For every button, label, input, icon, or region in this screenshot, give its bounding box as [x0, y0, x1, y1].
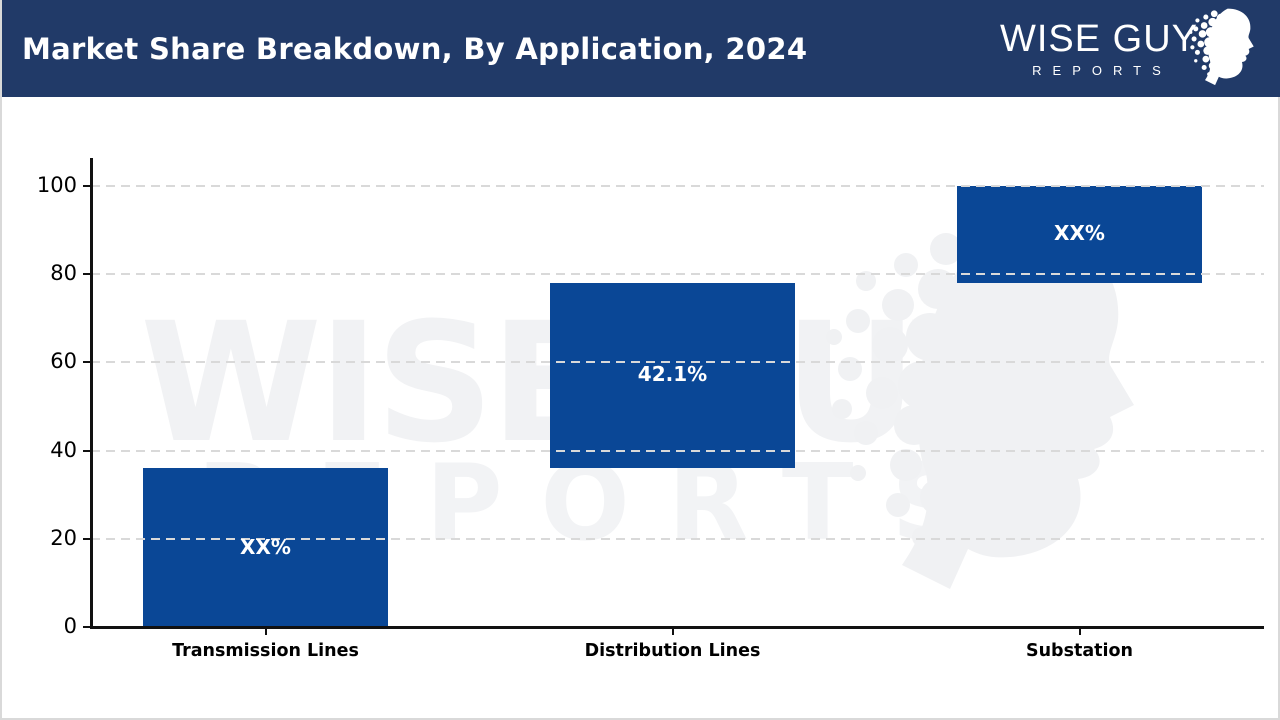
- y-tick-20: [83, 537, 92, 540]
- bar-value-label: XX%: [240, 534, 291, 559]
- x-axis: [90, 626, 1264, 629]
- y-gridline-80: [91, 273, 1264, 276]
- y-tick-label: 0: [63, 614, 77, 638]
- page-title: Market Share Breakdown, By Application, …: [22, 31, 808, 66]
- x-tick-3: [1078, 628, 1081, 635]
- y-tick-label: 60: [50, 349, 77, 374]
- x-category-label: Substation: [1025, 641, 1134, 661]
- logo-text: WISE GUY REPORTS: [1000, 20, 1198, 78]
- bar-value-label: XX%: [1054, 221, 1105, 246]
- bar-3: [957, 186, 1202, 283]
- logo-subtext: REPORTS: [1032, 62, 1172, 78]
- logo-wordmark: WISE GUY: [999, 17, 1198, 60]
- wiseguy-logo: WISE GUY REPORTS: [1000, 7, 1268, 91]
- bar-1: [143, 468, 388, 627]
- y-tick-label: 20: [50, 525, 77, 550]
- y-tick-label: 100: [36, 173, 77, 197]
- chart-area: WISE GUY REPORTS XX% 42.1% XX% 0 20 40 60 80 100…: [2, 97, 1280, 718]
- x-category-label: Transmission Lines: [172, 641, 359, 661]
- x-tick-1: [264, 628, 267, 635]
- y-tick-100: [83, 185, 92, 187]
- y-tick-60: [83, 361, 92, 364]
- y-tick-label: 80: [50, 261, 77, 286]
- bar-value-label: 42.1%: [637, 362, 708, 387]
- face-profile-icon: [1184, 7, 1268, 91]
- header: Market Share Breakdown, By Application, …: [2, 0, 1280, 97]
- y-axis: [90, 158, 93, 629]
- y-gridline-20: [91, 537, 1264, 540]
- y-gridline-40: [91, 449, 1264, 452]
- y-tick-label: 40: [50, 437, 77, 462]
- y-gridline-100: [91, 185, 1264, 187]
- y-tick-0: [83, 626, 92, 628]
- x-tick-2: [671, 628, 674, 635]
- y-gridline-60: [91, 361, 1264, 364]
- x-category-label: Distribution Lines: [584, 641, 761, 661]
- y-tick-80: [83, 273, 92, 276]
- y-tick-40: [83, 449, 92, 452]
- bar-2: [550, 282, 795, 469]
